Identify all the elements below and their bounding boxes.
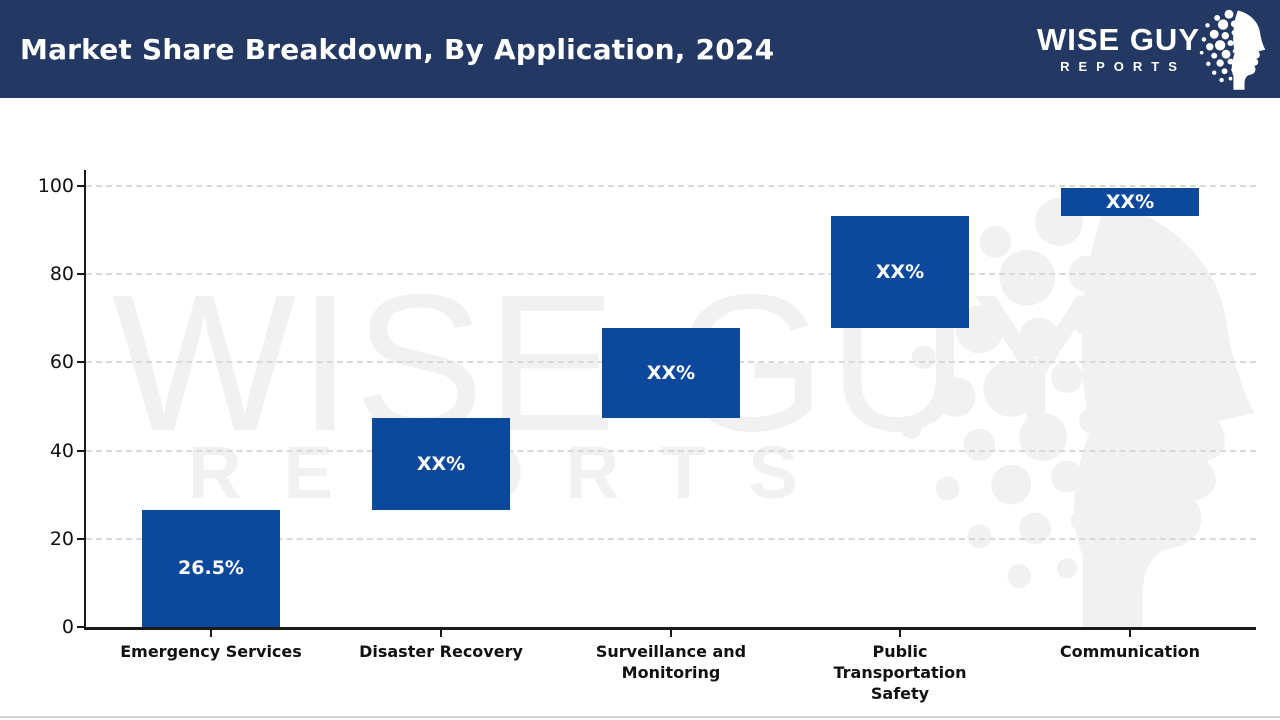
x-tick-label: Emergency Services	[120, 642, 302, 661]
bar-value-label: XX%	[646, 361, 696, 384]
wiseguy-logo: WISE GUY REPORTS	[1037, 8, 1266, 90]
y-tick-mark	[77, 449, 86, 452]
gridline	[86, 273, 1256, 276]
y-tick-label: 60	[49, 351, 74, 374]
x-tick-label: Disaster Recovery	[359, 642, 523, 661]
x-axis-line	[84, 627, 1256, 630]
x-tick-label: Surveillance and Monitoring	[595, 642, 747, 682]
bar-value-label: 26.5%	[178, 557, 244, 580]
y-tick-mark	[77, 273, 86, 276]
logo-text: WISE GUY REPORTS	[1037, 24, 1200, 74]
bar-segment: XX%	[602, 328, 740, 419]
gridline	[86, 537, 1256, 540]
y-tick-label: 100	[37, 175, 74, 197]
y-tick-mark	[77, 361, 86, 364]
x-tick-mark	[670, 630, 672, 637]
bar-value-label: XX%	[1105, 190, 1155, 213]
x-tick-mark	[899, 630, 901, 637]
bar-value-label: XX%	[416, 452, 466, 475]
y-tick-mark	[77, 537, 86, 540]
y-tick-mark	[77, 626, 86, 628]
page-title: Market Share Breakdown, By Application, …	[20, 32, 775, 66]
x-tick-mark	[440, 630, 442, 637]
x-tick-mark	[210, 630, 212, 637]
header: Market Share Breakdown, By Application, …	[0, 0, 1280, 98]
bar-segment: XX%	[372, 418, 510, 511]
bar-segment: 26.5%	[142, 510, 280, 627]
x-tick-label: Public Transportation Safety	[833, 642, 967, 703]
bar-value-label: XX%	[875, 260, 925, 283]
bar-segment: XX%	[1061, 188, 1199, 216]
y-tick-label: 0	[61, 616, 74, 638]
y-tick-label: 80	[49, 263, 74, 286]
y-axis-line	[84, 170, 86, 630]
gridline	[86, 449, 1256, 452]
bar-segment: XX%	[831, 215, 969, 329]
wiseguy-head-icon	[1199, 9, 1266, 90]
y-tick-label: 40	[49, 439, 74, 462]
footer-divider	[0, 716, 1280, 718]
gridline	[86, 185, 1256, 187]
y-tick-mark	[77, 185, 86, 187]
x-tick-mark	[1129, 630, 1131, 637]
logo-wordmark: WISE GUY	[1036, 22, 1200, 57]
logo-subtitle: REPORTS	[1060, 59, 1186, 74]
y-tick-label: 20	[49, 527, 74, 550]
x-tick-label: Communication	[1059, 642, 1201, 661]
